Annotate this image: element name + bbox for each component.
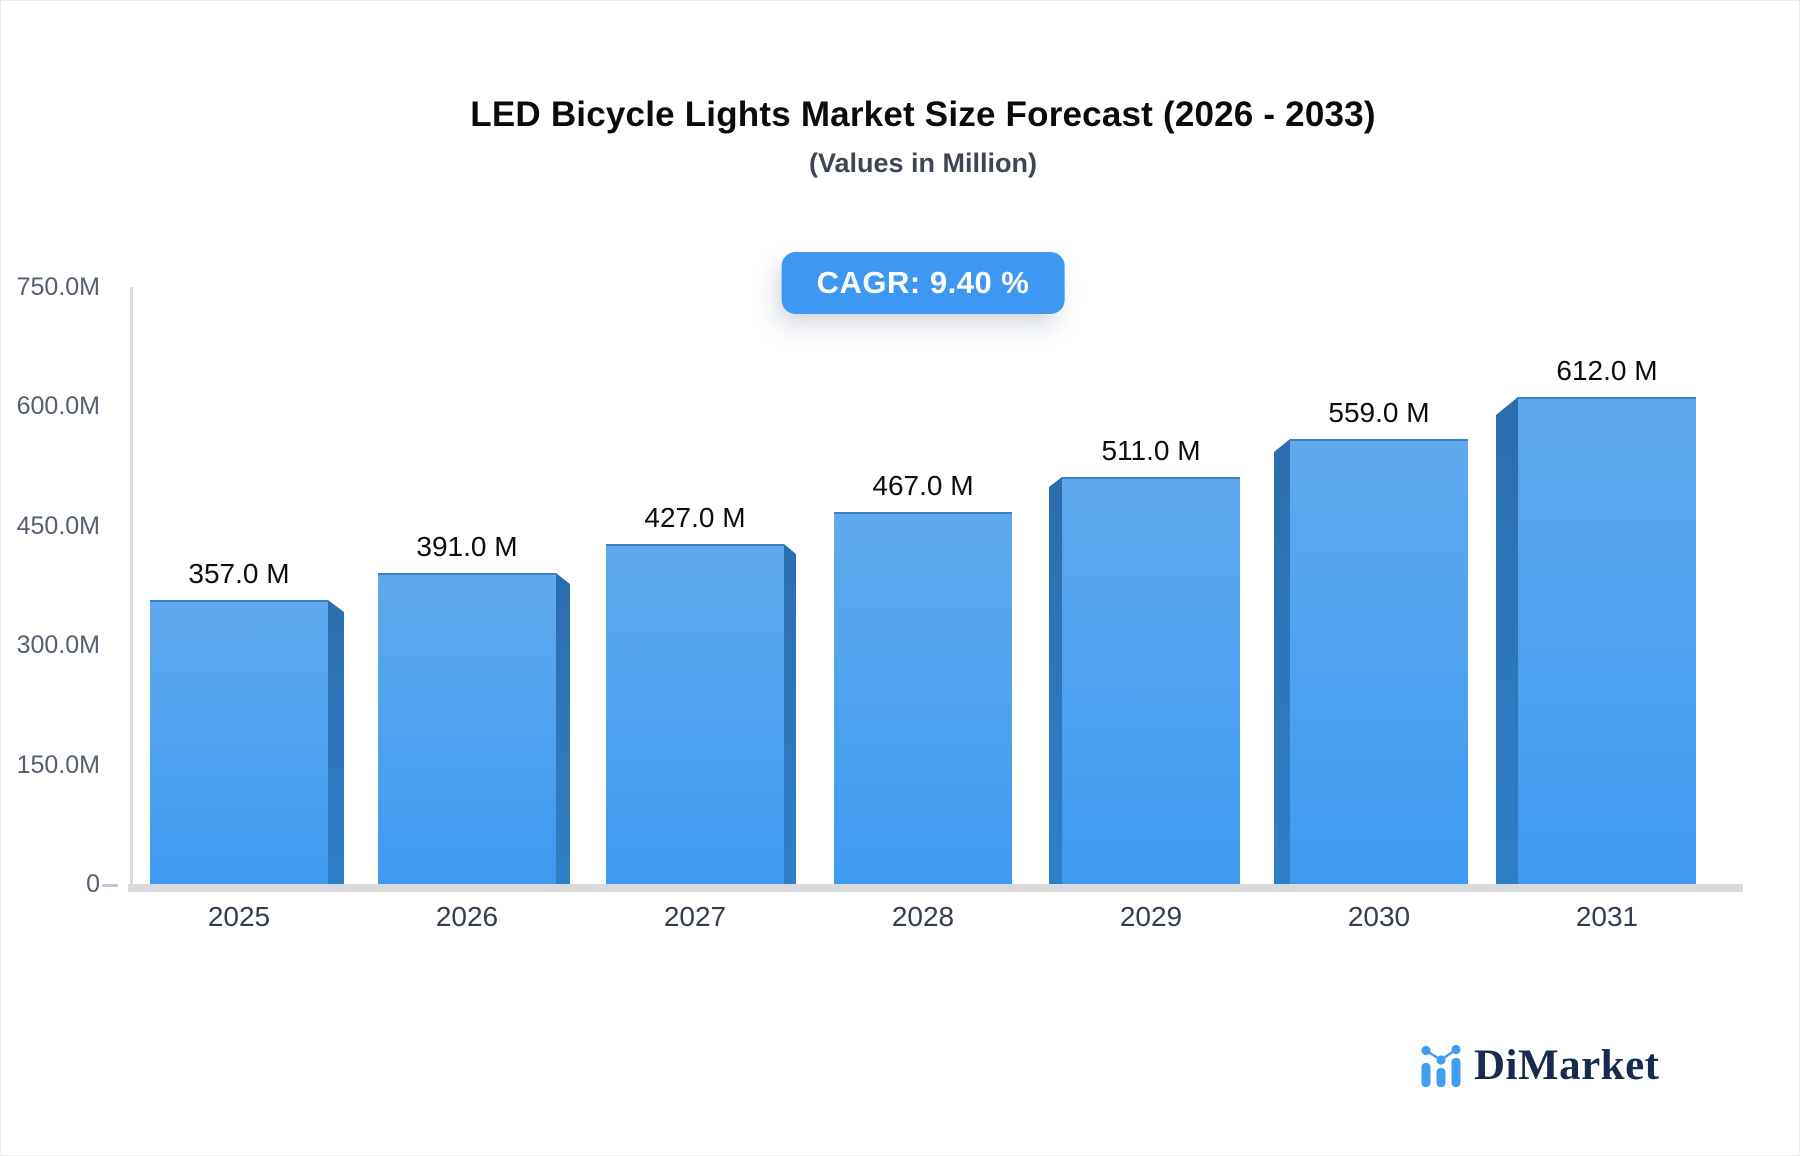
y-axis-line: [130, 287, 133, 884]
x-axis-tick-label: 2027: [663, 901, 727, 932]
dimarket-icon: [1421, 1045, 1461, 1087]
bar-2030: [1290, 439, 1468, 884]
bar-3d-side: [1049, 477, 1062, 884]
bar-2031: [1518, 397, 1696, 884]
bar-2026: [378, 573, 556, 884]
bar-value-label: 612.0 M: [1556, 355, 1658, 386]
y-axis-tick-label: 300.0M: [16, 631, 100, 660]
x-axis-tick-label: 2025: [207, 901, 271, 932]
bar-value-label: 391.0 M: [416, 531, 518, 562]
bar-2029: [1062, 477, 1240, 884]
x-axis-baseline: [128, 884, 1743, 892]
chart-subtitle: (Values in Million): [808, 148, 1038, 178]
bar-value-label: 511.0 M: [1101, 435, 1201, 466]
y-axis-tick-label: 150.0M: [16, 750, 100, 779]
x-axis-tick-label: 2028: [891, 901, 955, 932]
x-axis-tick-label: 2029: [1119, 901, 1183, 932]
bar-3d-side: [556, 573, 570, 884]
bar-2025: [150, 600, 328, 884]
bar-value-label: 559.0 M: [1328, 397, 1430, 428]
brand-logo: DiMarket: [1421, 1042, 1660, 1090]
bar-2028: [834, 512, 1012, 884]
brand-name: DiMarket: [1474, 1042, 1660, 1089]
bar-value-label: 357.0 M: [188, 558, 290, 589]
chart-title: LED Bicycle Lights Market Size Forecast …: [470, 95, 1376, 134]
bar-value-label: 427.0 M: [644, 502, 746, 533]
y-axis-tick-label: 0: [86, 870, 100, 898]
cagr-badge: CAGR: 9.40 %: [781, 252, 1065, 314]
y-axis-tick-label: 750.0M: [16, 273, 100, 301]
x-axis-tick-label: 2030: [1347, 901, 1411, 932]
zero-tick-mark: [102, 884, 118, 887]
x-axis-tick-label: 2031: [1575, 901, 1639, 932]
bar-2027: [606, 544, 784, 884]
y-axis-tick-label: 450.0M: [16, 511, 100, 540]
y-axis-tick-label: 600.0M: [16, 392, 100, 421]
bar-3d-side: [784, 544, 796, 884]
bar-3d-side: [1496, 397, 1518, 884]
bar-value-label: 467.0 M: [872, 470, 974, 501]
bar-3d-side: [328, 600, 344, 884]
x-axis-tick-label: 2026: [435, 901, 499, 932]
bar-3d-side: [1274, 439, 1290, 884]
